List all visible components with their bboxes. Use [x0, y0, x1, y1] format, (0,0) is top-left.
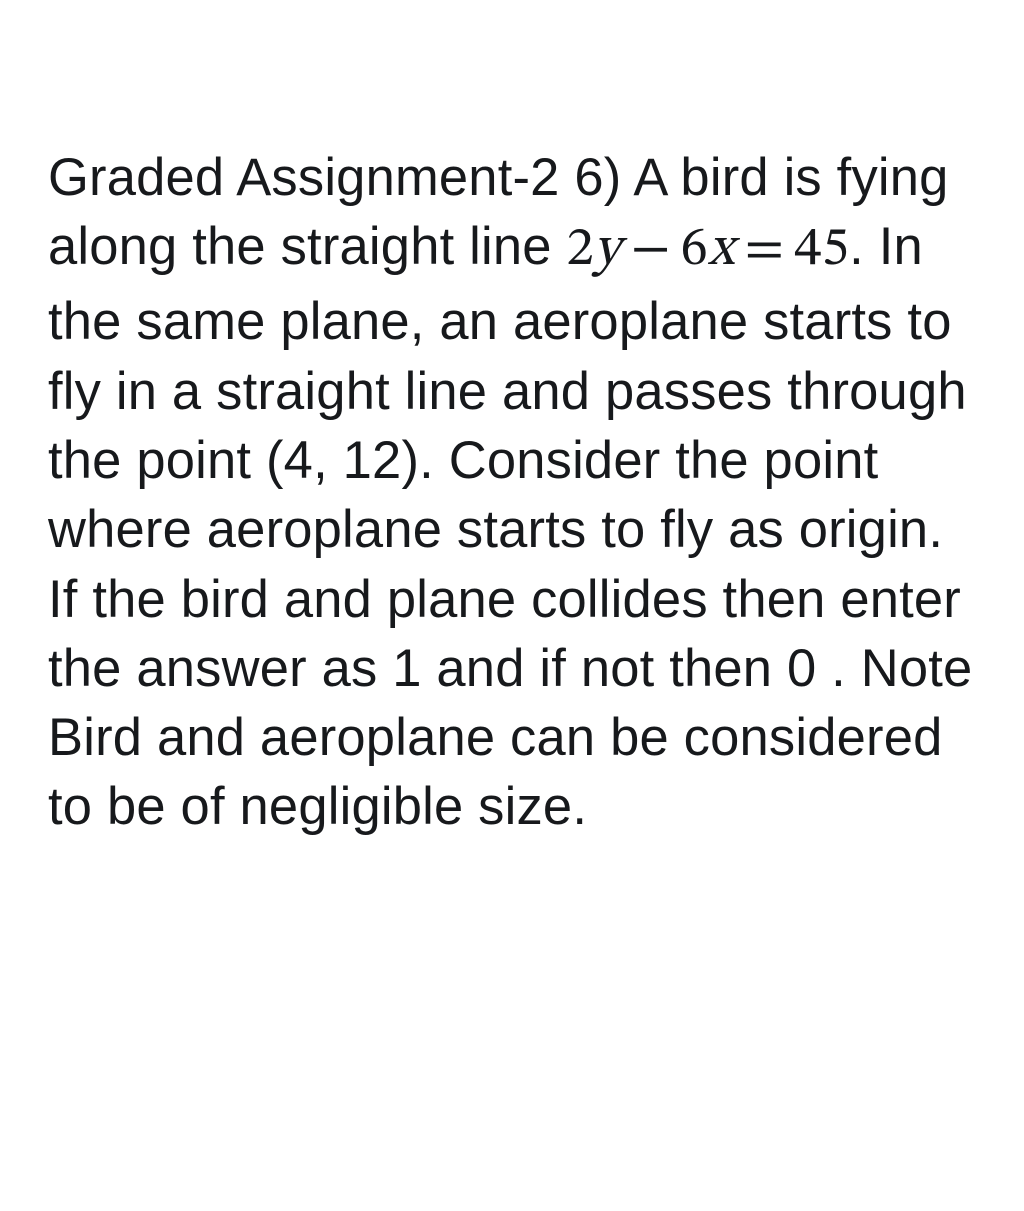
eq-term1-var: y — [594, 223, 621, 278]
document-page: Graded Assignment-2 6) A bird is fying a… — [0, 0, 1024, 1211]
problem-text: Graded Assignment-2 6) A bird is fying a… — [48, 143, 986, 842]
problem-after-eq: . In the same plane, an aeroplane starts… — [48, 217, 972, 837]
eq-operator: − — [621, 223, 681, 278]
eq-rhs: 45 — [794, 223, 849, 278]
eq-term2-coeff: 6 — [681, 223, 708, 278]
eq-equals: = — [734, 223, 794, 278]
eq-term2-var: x — [708, 223, 735, 278]
equation: 2y−6x=45 — [566, 223, 849, 278]
eq-term1-coeff: 2 — [566, 223, 593, 278]
